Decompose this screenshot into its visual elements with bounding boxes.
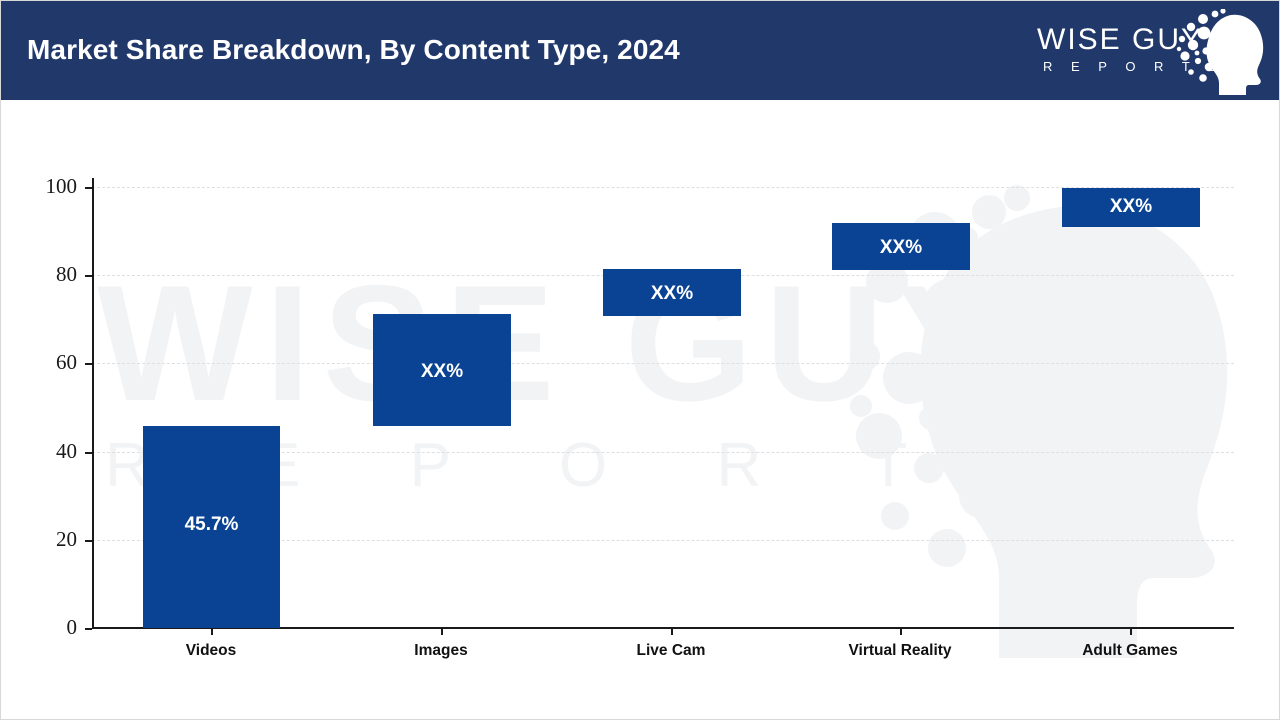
- bar-images[interactable]: [373, 314, 511, 426]
- y-tick-label-40: 40: [56, 439, 77, 463]
- gridline-20: [92, 540, 1234, 541]
- y-tick-label-100: 100: [45, 174, 78, 198]
- y-tick-mark-100: [85, 187, 92, 189]
- wise-guy-reports-logo: WISE GUY R E P O R T S: [1025, 7, 1275, 95]
- dotted-head-silhouette-icon: [1176, 9, 1264, 95]
- gridline-60: [92, 363, 1234, 364]
- bar-live-cam[interactable]: [603, 269, 741, 316]
- bar-label-adult-games: XX%: [1109, 196, 1153, 217]
- bar-label-virtual-reality: XX%: [879, 237, 923, 258]
- page-title: Market Share Breakdown, By Content Type,…: [27, 34, 680, 65]
- x-tick-label-images: Images: [414, 642, 468, 659]
- y-tick-label-20: 20: [56, 527, 77, 551]
- chart-plot-area: WISE GUY R E P O R T S: [1, 100, 1279, 719]
- bar-videos[interactable]: [143, 426, 280, 628]
- bar-label-images: XX%: [420, 361, 464, 382]
- y-tick-mark-0: [85, 628, 92, 630]
- y-axis-spine: [92, 178, 94, 628]
- x-tick-label-virtual-reality: Virtual Reality: [848, 642, 952, 659]
- y-tick-mark-20: [85, 540, 92, 542]
- x-tick-label-adult-games: Adult Games: [1082, 642, 1178, 659]
- x-tick-mark-videos: [211, 628, 213, 635]
- logo-primary-text: WISE GUY: [1037, 23, 1204, 56]
- y-tick-mark-40: [85, 452, 92, 454]
- x-axis-spine: [92, 627, 1234, 629]
- gridline-40: [92, 452, 1234, 453]
- x-tick-mark-images: [441, 628, 443, 635]
- x-tick-label-live-cam: Live Cam: [636, 642, 706, 659]
- y-tick-mark-80: [85, 275, 92, 277]
- bar-label-live-cam: XX%: [650, 283, 694, 304]
- bar-virtual-reality[interactable]: [832, 223, 970, 270]
- bar-label-videos: 45.7%: [184, 514, 239, 535]
- gridline-100: [92, 187, 1234, 188]
- bar-adult-games[interactable]: [1062, 188, 1200, 227]
- y-tick-mark-60: [85, 363, 92, 365]
- logo-secondary-text: R E P O R T S: [1043, 59, 1225, 74]
- y-tick-label-80: 80: [56, 262, 77, 286]
- y-tick-label-60: 60: [56, 350, 77, 374]
- x-tick-mark-adult-games: [1130, 628, 1132, 635]
- chart-header-bar: Market Share Breakdown, By Content Type,…: [1, 1, 1279, 100]
- x-tick-label-videos: Videos: [185, 642, 237, 659]
- x-tick-mark-live-cam: [671, 628, 673, 635]
- x-tick-mark-virtual-reality: [900, 628, 902, 635]
- y-tick-label-0: 0: [66, 615, 78, 639]
